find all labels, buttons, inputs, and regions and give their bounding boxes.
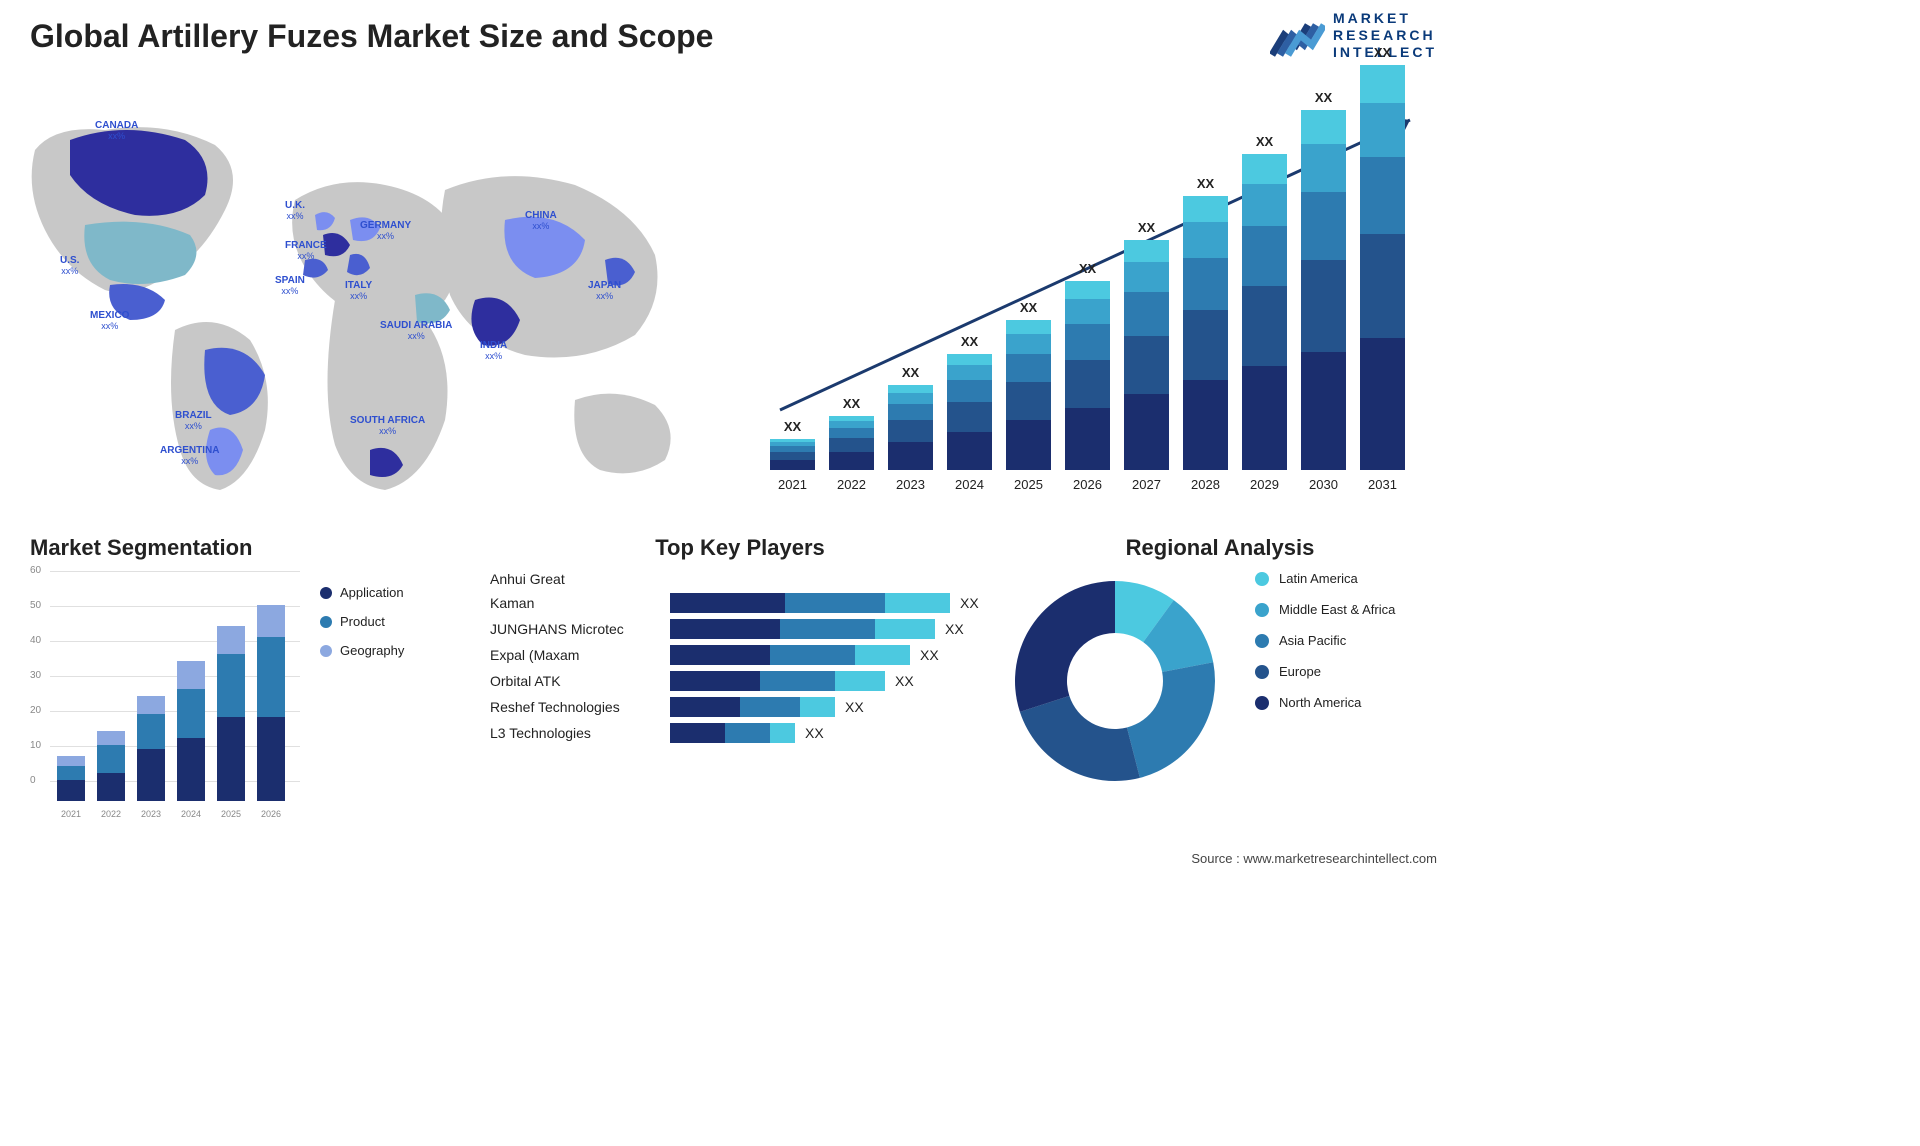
growth-bar-year: 2030 [1309,477,1338,492]
growth-bar: XX2023 [888,385,933,470]
segmentation-bar: 2025 [217,626,245,801]
growth-bar: XX2025 [1006,320,1051,470]
growth-bar-label: XX [1020,300,1037,315]
growth-bar-label: XX [1374,45,1391,60]
key-player-row: Expal (MaxamXX [490,645,990,665]
map-label: U.K.xx% [285,200,305,222]
growth-bar-year: 2026 [1073,477,1102,492]
legend-item: Middle East & Africa [1255,602,1395,617]
growth-bar-label: XX [1315,90,1332,105]
growth-bar-year: 2022 [837,477,866,492]
growth-bar-year: 2024 [955,477,984,492]
growth-bar-year: 2031 [1368,477,1397,492]
legend-item: Latin America [1255,571,1395,586]
growth-bar-label: XX [1079,261,1096,276]
growth-bar: XX2026 [1065,281,1110,470]
map-label: CANADAxx% [95,120,138,142]
logo: MARKET RESEARCH INTELLECT [1270,10,1437,60]
growth-bar: XX2030 [1301,110,1346,470]
map-label: SAUDI ARABIAxx% [380,320,452,342]
market-segmentation: Market Segmentation 01020304050602021202… [30,535,460,821]
growth-chart: XX2021XX2022XX2023XX2024XX2025XX2026XX20… [760,100,1440,500]
growth-bar-year: 2025 [1014,477,1043,492]
segmentation-bar: 2022 [97,731,125,801]
regional-legend: Latin America Middle East & Africa Asia Pa… [1255,571,1395,726]
map-label: FRANCExx% [285,240,327,262]
legend-item: Asia Pacific [1255,633,1395,648]
donut-slice [1127,662,1215,778]
growth-bar: XX2024 [947,354,992,470]
map-label: MEXICOxx% [90,310,129,332]
key-player-row: Orbital ATKXX [490,671,990,691]
map-label: INDIAxx% [480,340,507,362]
segmentation-bar: 2026 [257,605,285,801]
map-label: SOUTH AFRICAxx% [350,415,425,437]
key-players: Top Key Players Anhui Great KamanXX JUNGHA… [490,535,990,749]
key-player-row: Reshef TechnologiesXX [490,697,990,717]
segmentation-bar: 2024 [177,661,205,801]
donut-slice [1020,696,1140,781]
growth-bar-year: 2027 [1132,477,1161,492]
key-player-row: Anhui Great [490,571,990,587]
map-label: BRAZILxx% [175,410,212,432]
key-player-row: L3 TechnologiesXX [490,723,990,743]
growth-bar-year: 2023 [896,477,925,492]
key-player-row: JUNGHANS MicrotecXX [490,619,990,639]
key-players-title: Top Key Players [490,535,990,561]
growth-bar-year: 2028 [1191,477,1220,492]
map-label: GERMANYxx% [360,220,411,242]
growth-bar: XX2028 [1183,196,1228,470]
growth-bar-label: XX [843,396,860,411]
segmentation-bar: 2021 [57,756,85,802]
source-text: Source : www.marketresearchintellect.com [1191,851,1437,866]
world-map: CANADAxx% U.S.xx% MEXICOxx% BRAZILxx% ARGENT… [15,100,705,500]
growth-bar-label: XX [961,334,978,349]
segmentation-bar: 2023 [137,696,165,801]
map-label: SPAINxx% [275,275,305,297]
growth-bar: XX2022 [829,416,874,470]
key-player-row: KamanXX [490,593,990,613]
regional-analysis: Regional Analysis Latin America Middle Ea… [1005,535,1435,791]
donut-chart [1005,571,1225,791]
map-label: JAPANxx% [588,280,621,302]
map-label: ITALYxx% [345,280,372,302]
growth-bar-label: XX [1138,220,1155,235]
legend-item: Europe [1255,664,1395,679]
growth-bar: XX2029 [1242,154,1287,470]
map-label: U.S.xx% [60,255,79,277]
growth-bar: XX2027 [1124,240,1169,470]
growth-bar-label: XX [1256,134,1273,149]
segmentation-title: Market Segmentation [30,535,460,561]
donut-slice [1015,581,1115,712]
growth-bar: XX2021 [770,439,815,470]
logo-line2: RESEARCH [1333,27,1437,44]
regional-title: Regional Analysis [1005,535,1435,561]
legend-item: Product [320,614,404,629]
legend-item: North America [1255,695,1395,710]
growth-bar-year: 2021 [778,477,807,492]
legend-item: Geography [320,643,404,658]
map-label: CHINAxx% [525,210,557,232]
growth-bar: XX2031 [1360,65,1405,470]
growth-bar-label: XX [1197,176,1214,191]
growth-bar-label: XX [784,419,801,434]
logo-line1: MARKET [1333,10,1437,27]
map-label: ARGENTINAxx% [160,445,219,467]
segmentation-legend: Application Product Geography [320,585,404,672]
growth-bar-label: XX [902,365,919,380]
page-title: Global Artillery Fuzes Market Size and S… [30,18,713,55]
growth-bar-year: 2029 [1250,477,1279,492]
legend-item: Application [320,585,404,600]
logo-icon [1270,10,1325,60]
